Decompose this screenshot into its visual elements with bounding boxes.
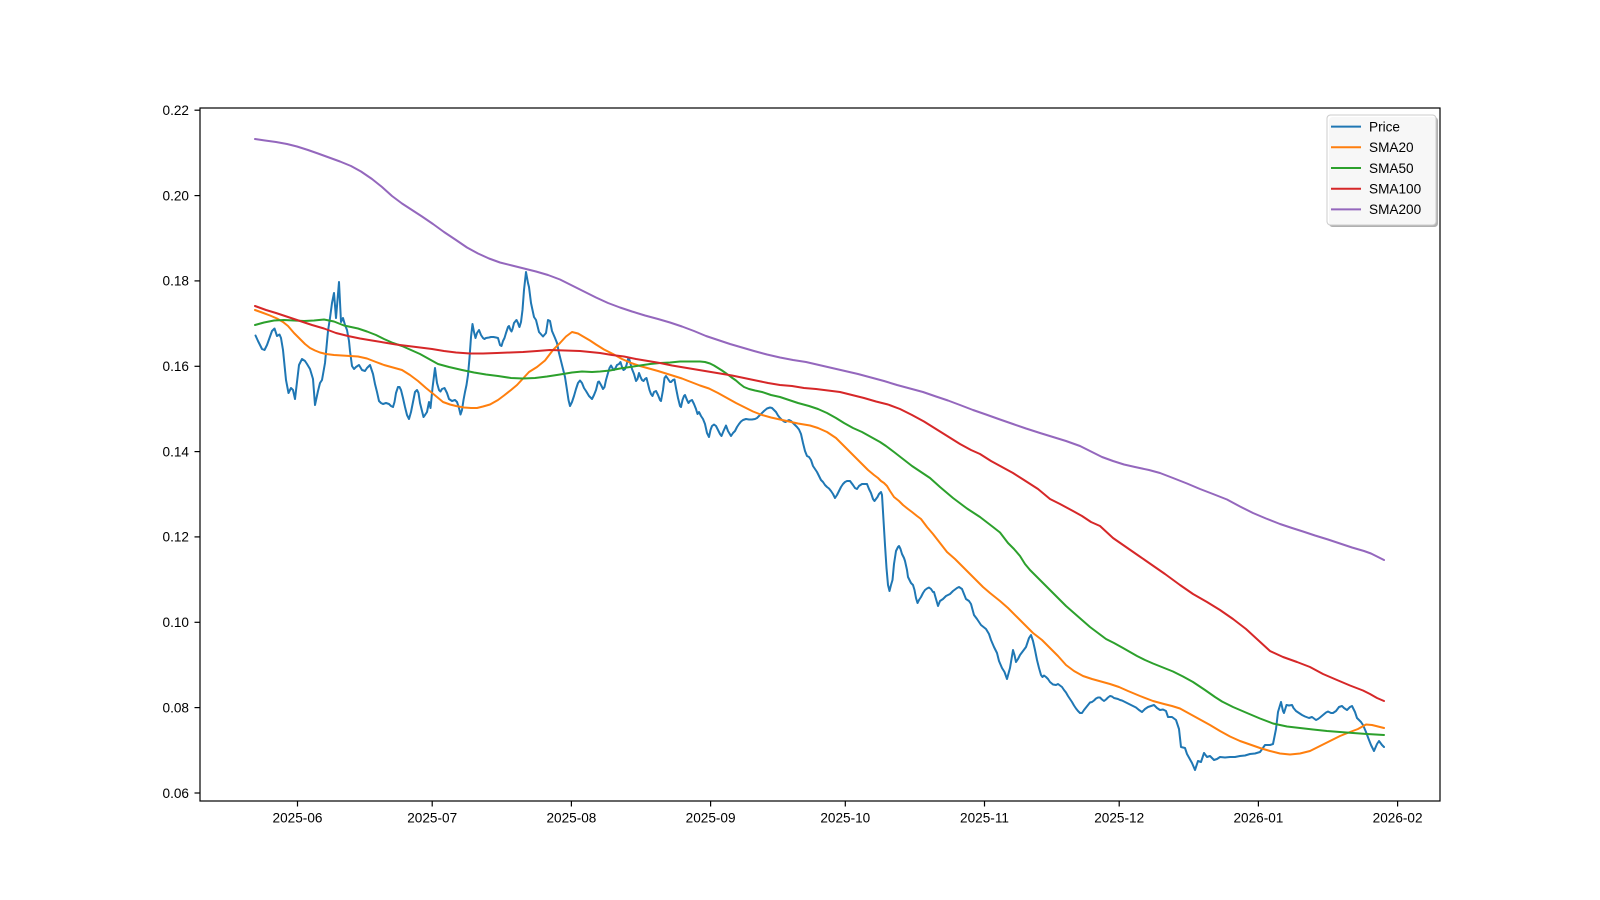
- svg-text:SMA100: SMA100: [1369, 182, 1422, 197]
- svg-text:2026-01: 2026-01: [1233, 811, 1283, 826]
- svg-text:2025-11: 2025-11: [960, 811, 1009, 826]
- svg-text:SMA20: SMA20: [1369, 140, 1414, 155]
- svg-text:0.20: 0.20: [163, 188, 190, 203]
- svg-text:0.10: 0.10: [163, 615, 190, 630]
- svg-text:0.08: 0.08: [163, 700, 189, 715]
- svg-text:0.18: 0.18: [163, 274, 189, 289]
- svg-text:0.12: 0.12: [163, 530, 189, 545]
- svg-text:2025-06: 2025-06: [273, 811, 323, 826]
- svg-text:2025-08: 2025-08: [546, 811, 596, 826]
- svg-text:SMA50: SMA50: [1369, 161, 1414, 176]
- svg-text:2025-12: 2025-12: [1094, 811, 1144, 826]
- svg-text:0.14: 0.14: [163, 444, 190, 459]
- svg-text:0.06: 0.06: [163, 786, 189, 801]
- svg-text:SMA200: SMA200: [1369, 202, 1422, 217]
- svg-text:2025-07: 2025-07: [407, 811, 457, 826]
- svg-text:2026-02: 2026-02: [1373, 811, 1423, 826]
- svg-text:2025-09: 2025-09: [686, 811, 736, 826]
- svg-text:0.16: 0.16: [163, 359, 189, 374]
- svg-text:0.22: 0.22: [163, 103, 189, 118]
- svg-text:Price: Price: [1369, 119, 1400, 134]
- svg-text:2025-10: 2025-10: [820, 811, 870, 826]
